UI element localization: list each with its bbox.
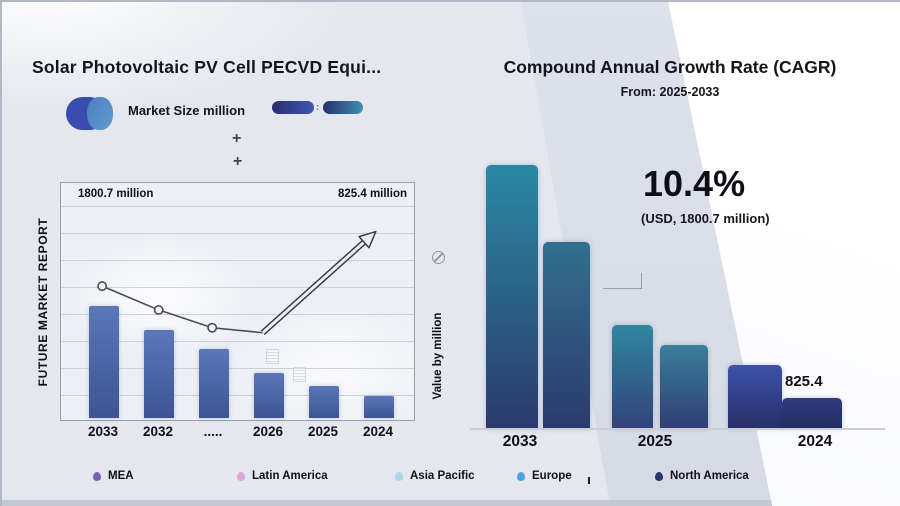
legend-label: Europe [532,470,572,482]
document-icon [266,349,279,364]
right-chart-bar-2024 [782,398,842,429]
right-chart-x-label: 2025 [637,433,673,450]
right-chart-x-axis: 2033 2025 2024 [0,433,900,453]
plus-mark-icon: + [233,153,243,170]
watermark-vertical-text: FUTURE MARKET REPORT [36,217,50,387]
legend-label: Latin America [252,470,328,482]
legend-item-europe: Europe [517,468,572,484]
legend-marker-icon [517,471,525,481]
right-chart-x-label: 2024 [797,433,833,450]
annotation-825: 825.4 [785,373,823,390]
pill-separator: : [316,102,319,112]
legend-label: MEA [108,470,134,482]
trend-line-arrow [97,230,377,335]
right-chart-bar-2025 [660,345,708,429]
right-chart-title: Compound Annual Growth Rate (CAGR) [503,57,837,77]
legend-item-mea: MEA [93,468,134,484]
left-bar-chart: 1800.7 million 825.4 million [60,182,415,421]
gradient-pill-blue [272,101,314,114]
legend-marker-icon [655,471,663,481]
left-chart-title: Solar Photovoltaic PV Cell PECVD Equi... [32,57,382,77]
region-legend: MEA Latin America Asia Pacific Europe North … [0,468,900,486]
gradient-pill-teal [323,101,363,114]
plus-mark-icon: + [232,130,242,147]
legend-label: North America [670,470,749,482]
legend-item-latin-america: Latin America [237,468,328,484]
cylinder-icon [66,97,113,130]
legend-label: Asia Pacific [410,470,475,482]
right-chart-subtitle: From: 2025-2033 [620,85,720,99]
tick-mark [588,477,590,484]
series-legend-label: Market Size million [128,103,246,118]
value-axis-label: Value by million [432,312,444,400]
clock-icon [432,251,445,264]
right-chart-bar-2033 [486,165,538,429]
right-chart-bar-2033 [543,242,590,429]
document-icon [293,367,306,382]
legend-marker-icon [93,471,101,481]
legend-item-north-america: North America [655,468,749,484]
legend-marker-icon [237,471,245,481]
right-chart-baseline [470,428,885,430]
legend-item-asia-pacific: Asia Pacific [395,468,475,484]
cylinder-icon-cap [87,97,113,130]
right-chart-bar-2025 [612,325,653,429]
right-chart-bar-2024 [728,365,782,429]
legend-marker-icon [395,471,403,481]
right-chart-x-label: 2033 [502,433,538,450]
